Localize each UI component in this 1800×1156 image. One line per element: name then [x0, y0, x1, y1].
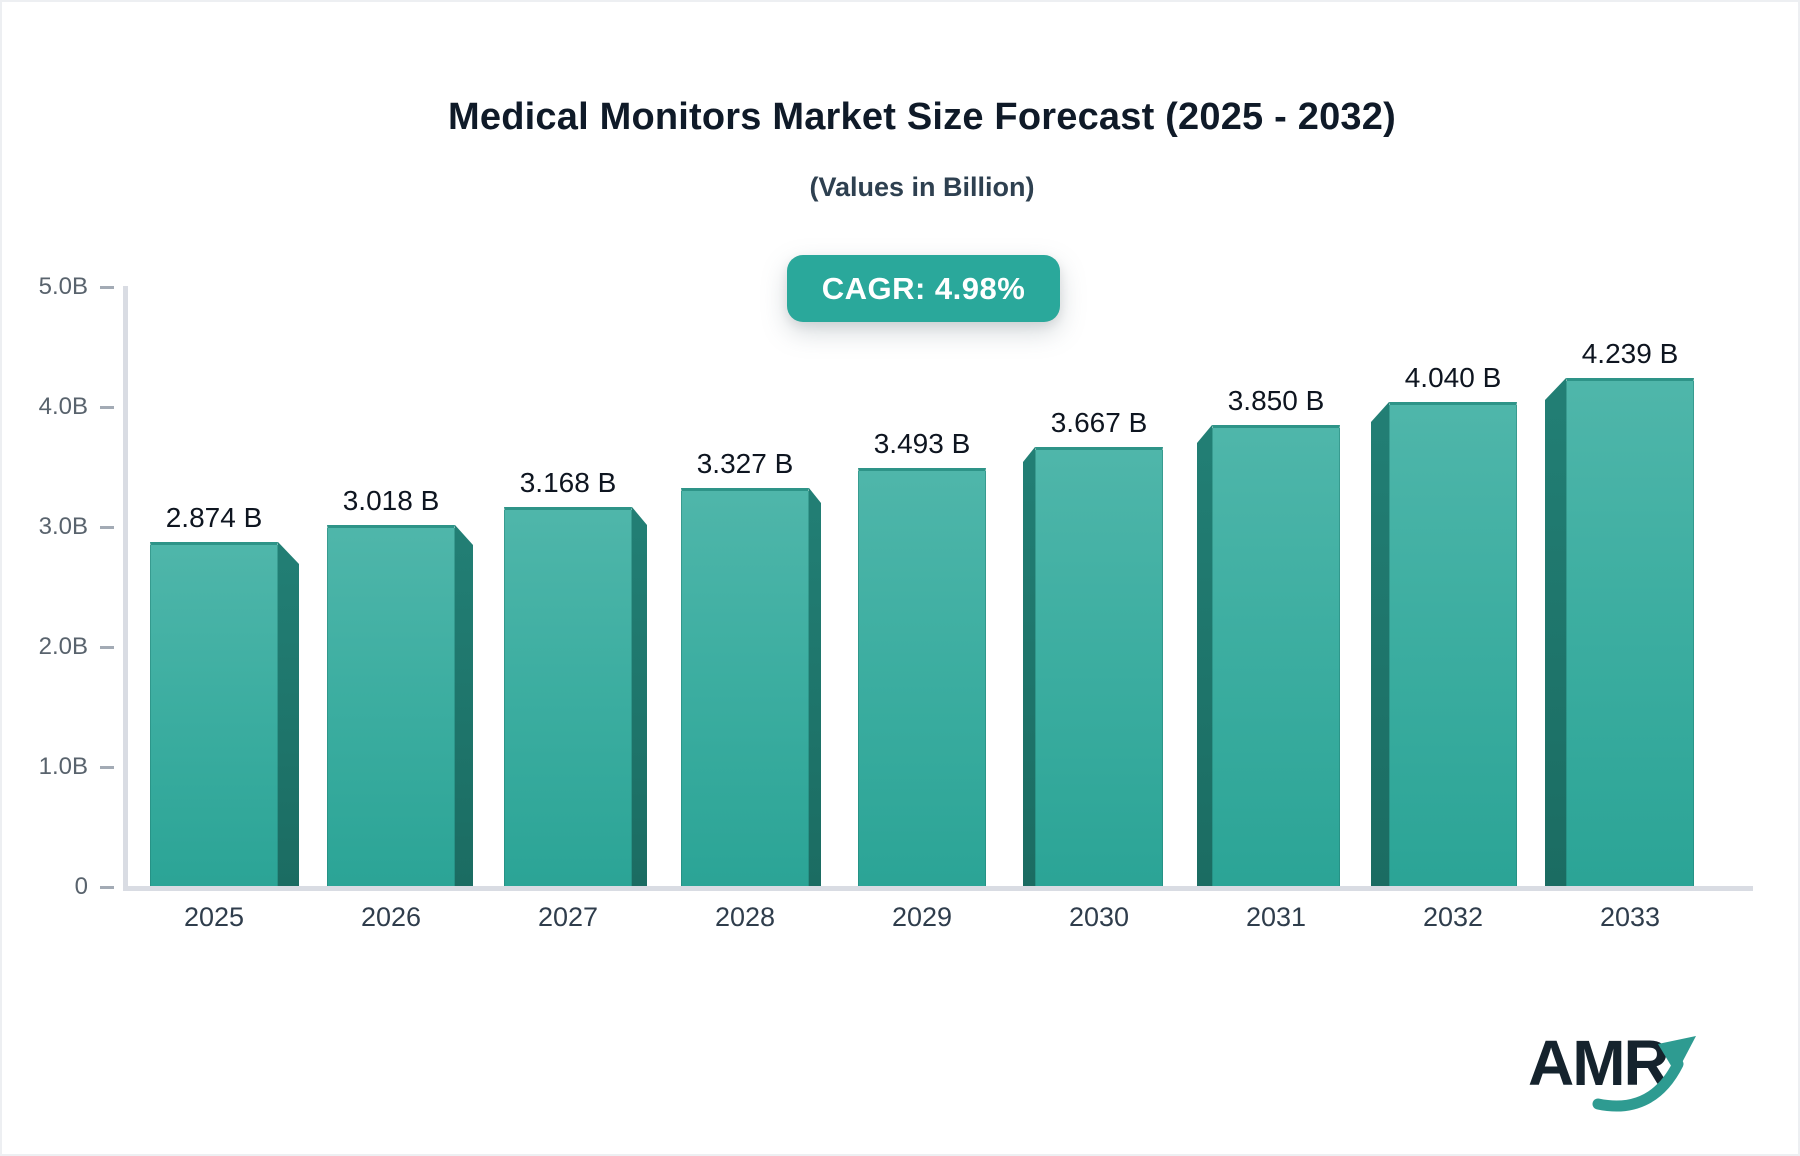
bar-2031 [1212, 425, 1340, 887]
y-tick-dash-icon [100, 646, 114, 649]
y-tick-label: 0 [74, 873, 88, 900]
x-axis-label: 2032 [1422, 902, 1484, 932]
bar-value-label: 3.850 B [1227, 385, 1325, 416]
y-tick-dash-icon [100, 766, 114, 769]
bar-2033 [1566, 378, 1694, 887]
x-axis-label: 2033 [1599, 902, 1661, 932]
bar-2029 [858, 468, 986, 887]
cagr-badge-label: CAGR: 4.98% [821, 270, 1026, 306]
bar-value-label: 3.493 B [873, 428, 971, 459]
bar-3d-side-2032 [1371, 402, 1389, 887]
bar-value-label: 3.327 B [696, 448, 794, 479]
y-tick-label: 3.0B [38, 513, 88, 540]
x-axis-label: 2030 [1068, 902, 1130, 932]
y-tick-dash-icon [100, 886, 114, 889]
bar-2027 [504, 507, 632, 887]
y-tick-label: 2.0B [38, 633, 88, 660]
bar-3d-side-2025 [278, 542, 299, 887]
bar-2028 [681, 488, 809, 887]
x-axis-label: 2029 [891, 902, 953, 932]
bar-2026 [327, 525, 455, 887]
chart-subtitle: (Values in Billion) [809, 172, 1035, 202]
bar-3d-side-2026 [455, 525, 473, 887]
bar-value-label: 4.040 B [1404, 362, 1502, 393]
bar-3d-side-2027 [632, 507, 647, 887]
x-axis-label: 2028 [714, 902, 776, 932]
bar-value-label: 2.874 B [165, 502, 263, 533]
bar-value-label: 3.168 B [519, 467, 617, 498]
amr-logo: AMR [1528, 1028, 1728, 1128]
bar-3d-side-2031 [1197, 425, 1212, 887]
bar-2032 [1389, 402, 1517, 887]
bar-2025 [150, 542, 278, 887]
bar-value-label: 4.239 B [1581, 338, 1679, 369]
y-tick-label: 4.0B [38, 393, 88, 420]
x-axis-baseline [123, 886, 1753, 891]
chart-title: Medical Monitors Market Size Forecast (2… [448, 96, 1396, 138]
x-axis-label: 2025 [183, 902, 245, 932]
y-axis-line [123, 286, 128, 890]
bar-value-label: 3.018 B [342, 485, 440, 516]
bar-value-label: 3.667 B [1050, 407, 1148, 438]
bar-3d-side-2033 [1545, 378, 1566, 887]
x-axis-label: 2027 [537, 902, 599, 932]
y-tick-dash-icon [100, 286, 114, 289]
amr-logo-text: AMR [1528, 1027, 1670, 1099]
y-tick-label: 5.0B [38, 273, 88, 300]
x-axis-label: 2026 [360, 902, 422, 932]
bar-3d-side-2028 [809, 488, 821, 887]
y-tick-dash-icon [100, 526, 114, 529]
y-tick-label: 1.0B [38, 753, 88, 780]
cagr-badge: CAGR: 4.98% [787, 255, 1060, 322]
x-axis-label: 2031 [1245, 902, 1307, 932]
growth-arrow-icon [1592, 1036, 1696, 1112]
bar-2030 [1035, 447, 1163, 887]
bar-3d-side-2030 [1023, 447, 1035, 887]
y-tick-dash-icon [100, 406, 114, 409]
